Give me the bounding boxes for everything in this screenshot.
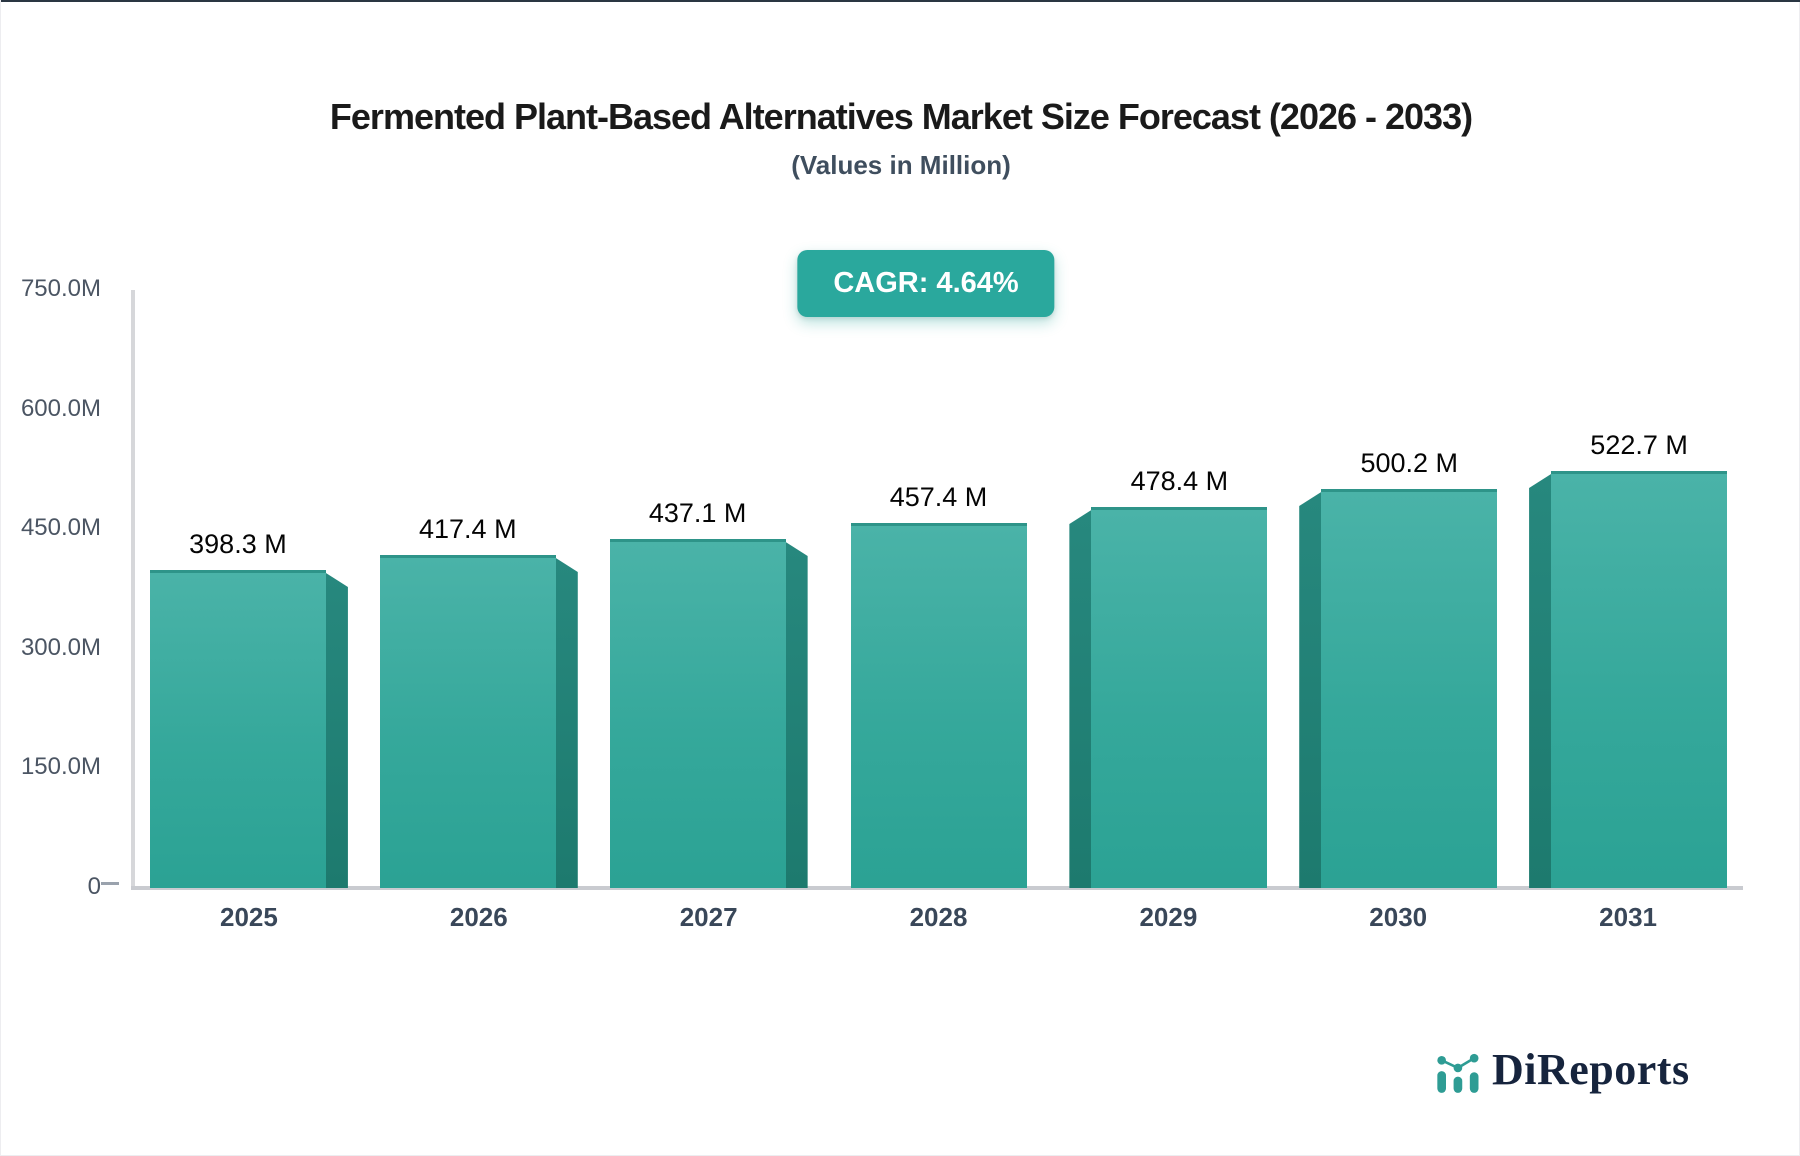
y-tick-label: 750.0M xyxy=(20,275,101,302)
y-tick-label: 450.0M xyxy=(20,514,101,542)
x-tick-label-2025: 2025 xyxy=(220,902,278,932)
bar-group-2031: 522.7 M xyxy=(1529,430,1728,888)
bar-slot: 478.4 M xyxy=(1053,290,1283,888)
y-axis-line xyxy=(131,290,135,888)
bar-2031 xyxy=(1529,471,1728,888)
bar-group-2029: 478.4 M xyxy=(1069,466,1268,888)
x-axis-line xyxy=(131,886,1743,890)
bar-2025 xyxy=(149,570,348,888)
bar-3d-side xyxy=(325,573,348,888)
y-tick-label: 0 xyxy=(87,873,101,900)
bar-3d-side xyxy=(1529,474,1552,888)
y-tick-label: 150.0M xyxy=(20,753,101,781)
bar-2027 xyxy=(609,539,808,888)
x-axis-labels: 2025 2026 2027 2028 2029 2030 2031 xyxy=(134,902,1743,933)
x-tick-label-2027: 2027 xyxy=(679,902,738,932)
y-tick-label: 600.0M xyxy=(20,394,101,422)
bar-value-label: 417.4 M xyxy=(419,514,517,544)
bar-slot: 417.4 M xyxy=(364,290,594,888)
bar-2029 xyxy=(1069,507,1268,888)
direports-logo: DiReports xyxy=(1433,1038,1690,1100)
bar-group-2027: 437.1 M xyxy=(609,498,808,888)
x-tick-label-2026: 2026 xyxy=(449,902,508,932)
chart-title: Fermented Plant-Based Alternatives Marke… xyxy=(329,96,1473,137)
bar-value-label: 398.3 M xyxy=(189,529,287,559)
x-tick-label-2029: 2029 xyxy=(1139,902,1198,932)
bars-row: 398.3 M 417.4 M 437.1 M 457.4 M 478.4 M 500.2… xyxy=(134,290,1743,888)
bar-value-label: 437.1 M xyxy=(648,498,747,528)
bar-3d-side xyxy=(785,542,808,888)
bar-group-2025: 398.3 M xyxy=(149,529,348,888)
bar-slot: 437.1 M xyxy=(594,290,824,888)
bar-2030 xyxy=(1299,489,1498,888)
bar-group-2030: 500.2 M xyxy=(1299,448,1498,888)
x-tick-label-2030: 2030 xyxy=(1369,902,1428,932)
bar-slot: 522.7 M xyxy=(1513,290,1743,888)
direports-logo-icon xyxy=(1437,1053,1479,1093)
bar-value-label: 457.4 M xyxy=(889,482,988,512)
window-top-edge xyxy=(1,0,1800,2)
zero-tick-mark xyxy=(101,882,119,885)
bar-3d-side xyxy=(1299,492,1322,888)
bar-3d-side xyxy=(1069,510,1092,888)
bar-3d-side xyxy=(555,558,578,888)
y-tick-label: 300.0M xyxy=(20,633,101,661)
bar-value-label: 522.7 M xyxy=(1590,430,1688,460)
bar-value-label: 478.4 M xyxy=(1130,466,1229,496)
bar-value-label: 500.2 M xyxy=(1360,448,1458,478)
bar-group-2026: 417.4 M xyxy=(379,514,578,888)
bar-2028 xyxy=(850,523,1027,888)
bar-slot: 398.3 M xyxy=(134,290,364,888)
y-axis-labels: 750.0M 600.0M 450.0M 300.0M 150.0M 0 xyxy=(1,0,106,1156)
bar-2026 xyxy=(379,555,578,888)
cagr-badge: CAGR: 4.64% xyxy=(797,250,1055,317)
bar-group-2028: 457.4 M xyxy=(850,482,1027,888)
x-tick-label-2028: 2028 xyxy=(909,902,968,932)
x-tick-label-2031: 2031 xyxy=(1599,902,1657,932)
chart-subtitle: (Values in Million) xyxy=(791,150,1011,180)
bar-slot: 457.4 M xyxy=(824,290,1054,888)
direports-logo-text: DiReports xyxy=(1492,1044,1690,1094)
bar-slot: 500.2 M xyxy=(1283,290,1513,888)
